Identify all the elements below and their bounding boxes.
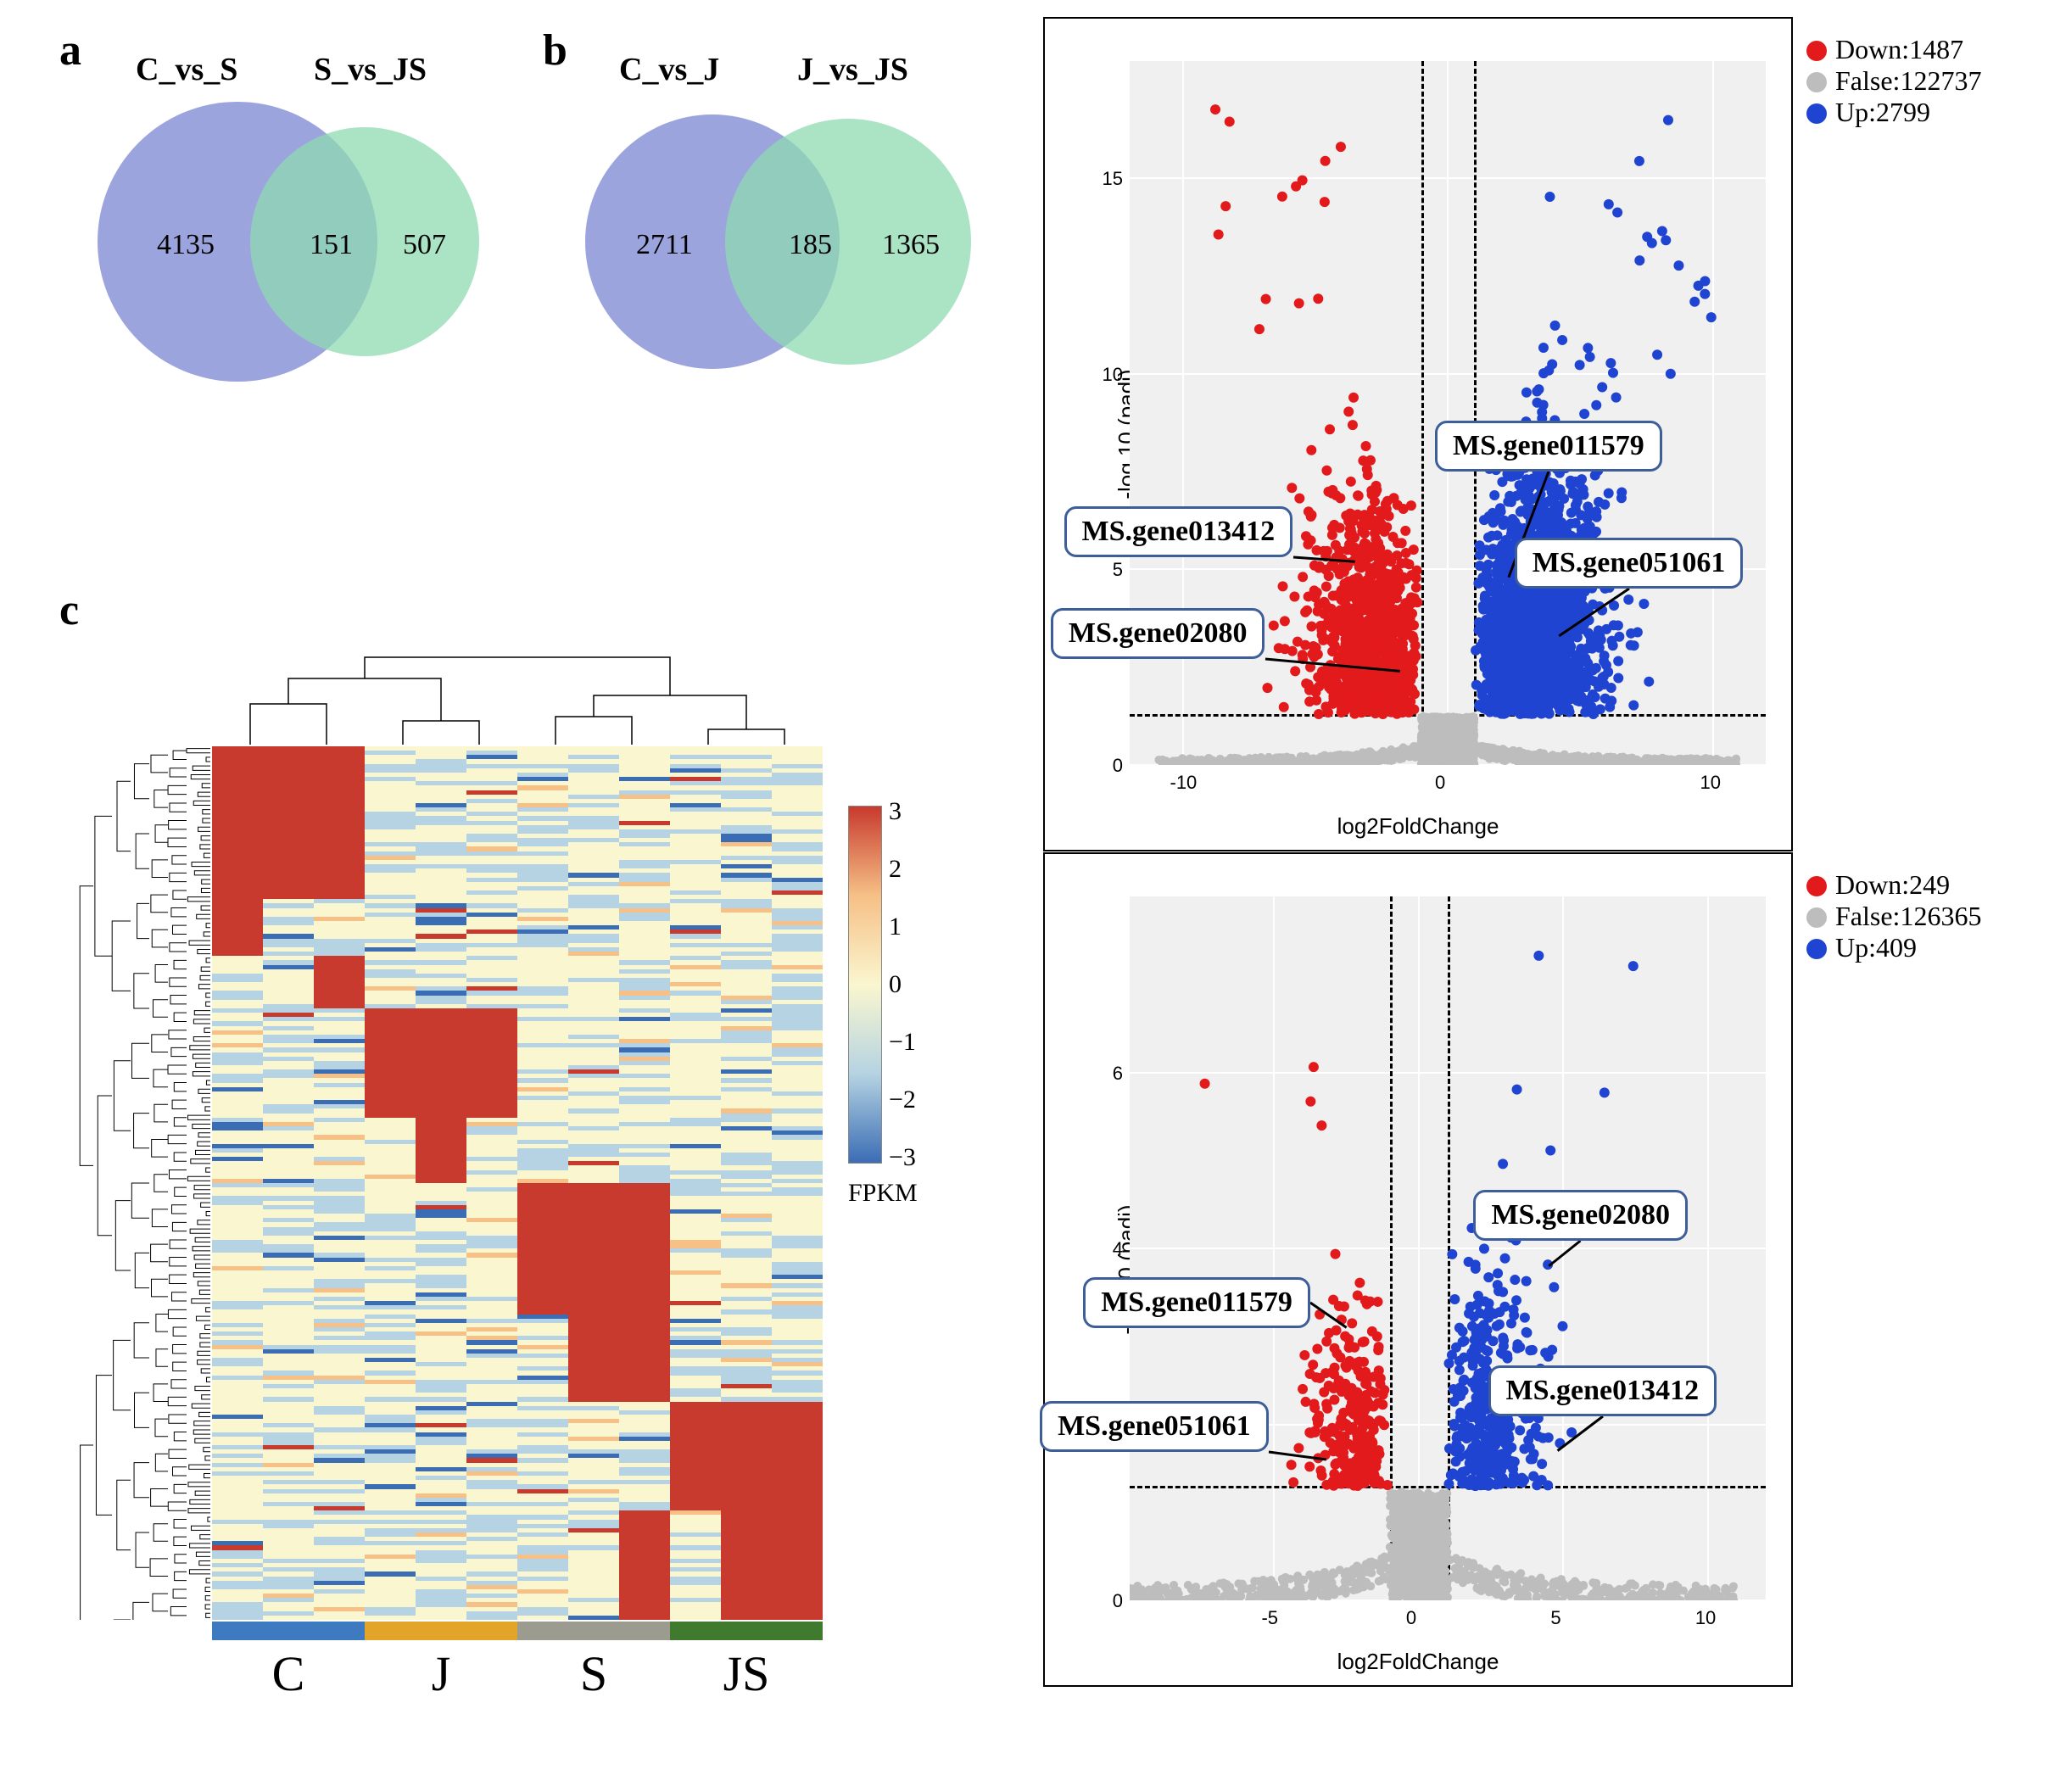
ytick: 4 — [1113, 1238, 1123, 1260]
xtick: 10 — [1695, 1607, 1716, 1629]
cb-tick-m2: −2 — [889, 1086, 916, 1114]
legend-d-down-text: Down:1487 — [1835, 34, 1963, 64]
cb-tick-0: 0 — [889, 970, 902, 999]
legend-e-up-text: Up:409 — [1835, 932, 1917, 963]
volcano-d-xlabel: log2FoldChange — [1337, 813, 1499, 840]
venn-b-right-count: 1365 — [882, 229, 940, 261]
xtick: 10 — [1700, 772, 1721, 794]
volcano-d-legend: Down:1487 False:122737 Up:2799 — [1806, 34, 1981, 128]
legend-d-up-text: Up:2799 — [1835, 97, 1930, 127]
group-bar-j — [365, 1622, 517, 1640]
cb-tick-1: 1 — [889, 913, 902, 941]
cb-tick-3: 3 — [889, 797, 902, 826]
panel-letter-a: a — [59, 25, 81, 75]
heatmap-core — [212, 746, 823, 1620]
legend-e-up: Up:409 — [1806, 932, 1981, 963]
venn-a-left-title: C_vs_S — [136, 51, 237, 88]
legend-e-false-text: False:126365 — [1835, 901, 1981, 931]
gene-callout: MS.gene051061 — [1515, 538, 1744, 589]
gene-callout: MS.gene02080 — [1051, 608, 1265, 659]
ytick: 0 — [1113, 755, 1123, 777]
xtick: -10 — [1170, 772, 1198, 794]
ytick: 15 — [1103, 168, 1123, 190]
ytick: 6 — [1113, 1063, 1123, 1085]
gene-callout: MS.gene011579 — [1083, 1277, 1310, 1328]
venn-b-overlap-count: 185 — [789, 229, 832, 261]
venn-a-right-count: 507 — [403, 229, 446, 261]
panel-letter-b: b — [543, 25, 567, 75]
cb-tick-2: 2 — [889, 855, 902, 884]
gene-callout: MS.gene013412 — [1488, 1365, 1717, 1416]
group-label-j: J — [365, 1645, 517, 1702]
ytick: 10 — [1103, 364, 1123, 386]
venn-a-left-count: 4135 — [157, 229, 215, 261]
venn-b-left-title: C_vs_J — [619, 51, 719, 88]
callout-leader — [1130, 61, 1766, 765]
volcano-e-xlabel: log2FoldChange — [1337, 1649, 1499, 1675]
legend-d-down: Down:1487 — [1806, 34, 1981, 65]
figure-root: a C_vs_S S_vs_JS 4135 151 507 b C_vs_J J… — [0, 0, 2049, 1792]
callout-leader — [1130, 896, 1766, 1600]
panel-letter-c: c — [59, 585, 79, 635]
volcano-e-legend: Down:249 False:126365 Up:409 — [1806, 869, 1981, 963]
group-label-js: JS — [670, 1645, 823, 1702]
venn-b-left-count: 2711 — [636, 229, 693, 261]
gene-callout: MS.gene051061 — [1040, 1401, 1269, 1452]
xtick: 0 — [1435, 772, 1445, 794]
group-bar-js — [670, 1622, 823, 1640]
colorbar-label: FPKM — [848, 1179, 918, 1208]
gene-callout: MS.gene011579 — [1435, 421, 1662, 472]
group-label-c: C — [212, 1645, 365, 1702]
volcano-e-frame: S_vs_JS -log 10 (padj) log2FoldChange -5… — [1043, 852, 1793, 1687]
xtick: 0 — [1406, 1607, 1416, 1629]
group-label-s: S — [517, 1645, 670, 1702]
group-bar-c — [212, 1622, 365, 1640]
venn-a-right-title: S_vs_JS — [314, 51, 427, 88]
ytick: 5 — [1113, 559, 1123, 581]
legend-d-false-text: False:122737 — [1835, 65, 1981, 96]
row-dendrogram — [59, 746, 210, 1620]
legend-e-down-text: Down:249 — [1835, 869, 1950, 900]
cb-tick-m3: −3 — [889, 1143, 916, 1172]
xtick: 5 — [1550, 1607, 1560, 1629]
gene-callout: MS.gene013412 — [1064, 506, 1293, 557]
legend-e-down: Down:249 — [1806, 869, 1981, 901]
cb-tick-m1: −1 — [889, 1028, 916, 1057]
ytick: 0 — [1113, 1590, 1123, 1612]
legend-d-up: Up:2799 — [1806, 97, 1981, 128]
xtick: -5 — [1261, 1607, 1278, 1629]
colorbar — [848, 806, 882, 1164]
venn-a-overlap-count: 151 — [310, 229, 353, 261]
legend-d-false: False:122737 — [1806, 65, 1981, 97]
group-bar-s — [517, 1622, 670, 1640]
venn-b-right-title: J_vs_JS — [797, 51, 908, 88]
legend-e-false: False:126365 — [1806, 901, 1981, 932]
column-dendrogram — [212, 636, 823, 745]
heatmap-panel: C J S JS 3 2 1 0 −1 −2 −3 FPKM — [59, 636, 975, 1688]
volcano-d-frame: C_vs_S -log 10 (padj) log2FoldChange -10… — [1043, 17, 1793, 851]
gene-callout: MS.gene02080 — [1473, 1190, 1688, 1241]
